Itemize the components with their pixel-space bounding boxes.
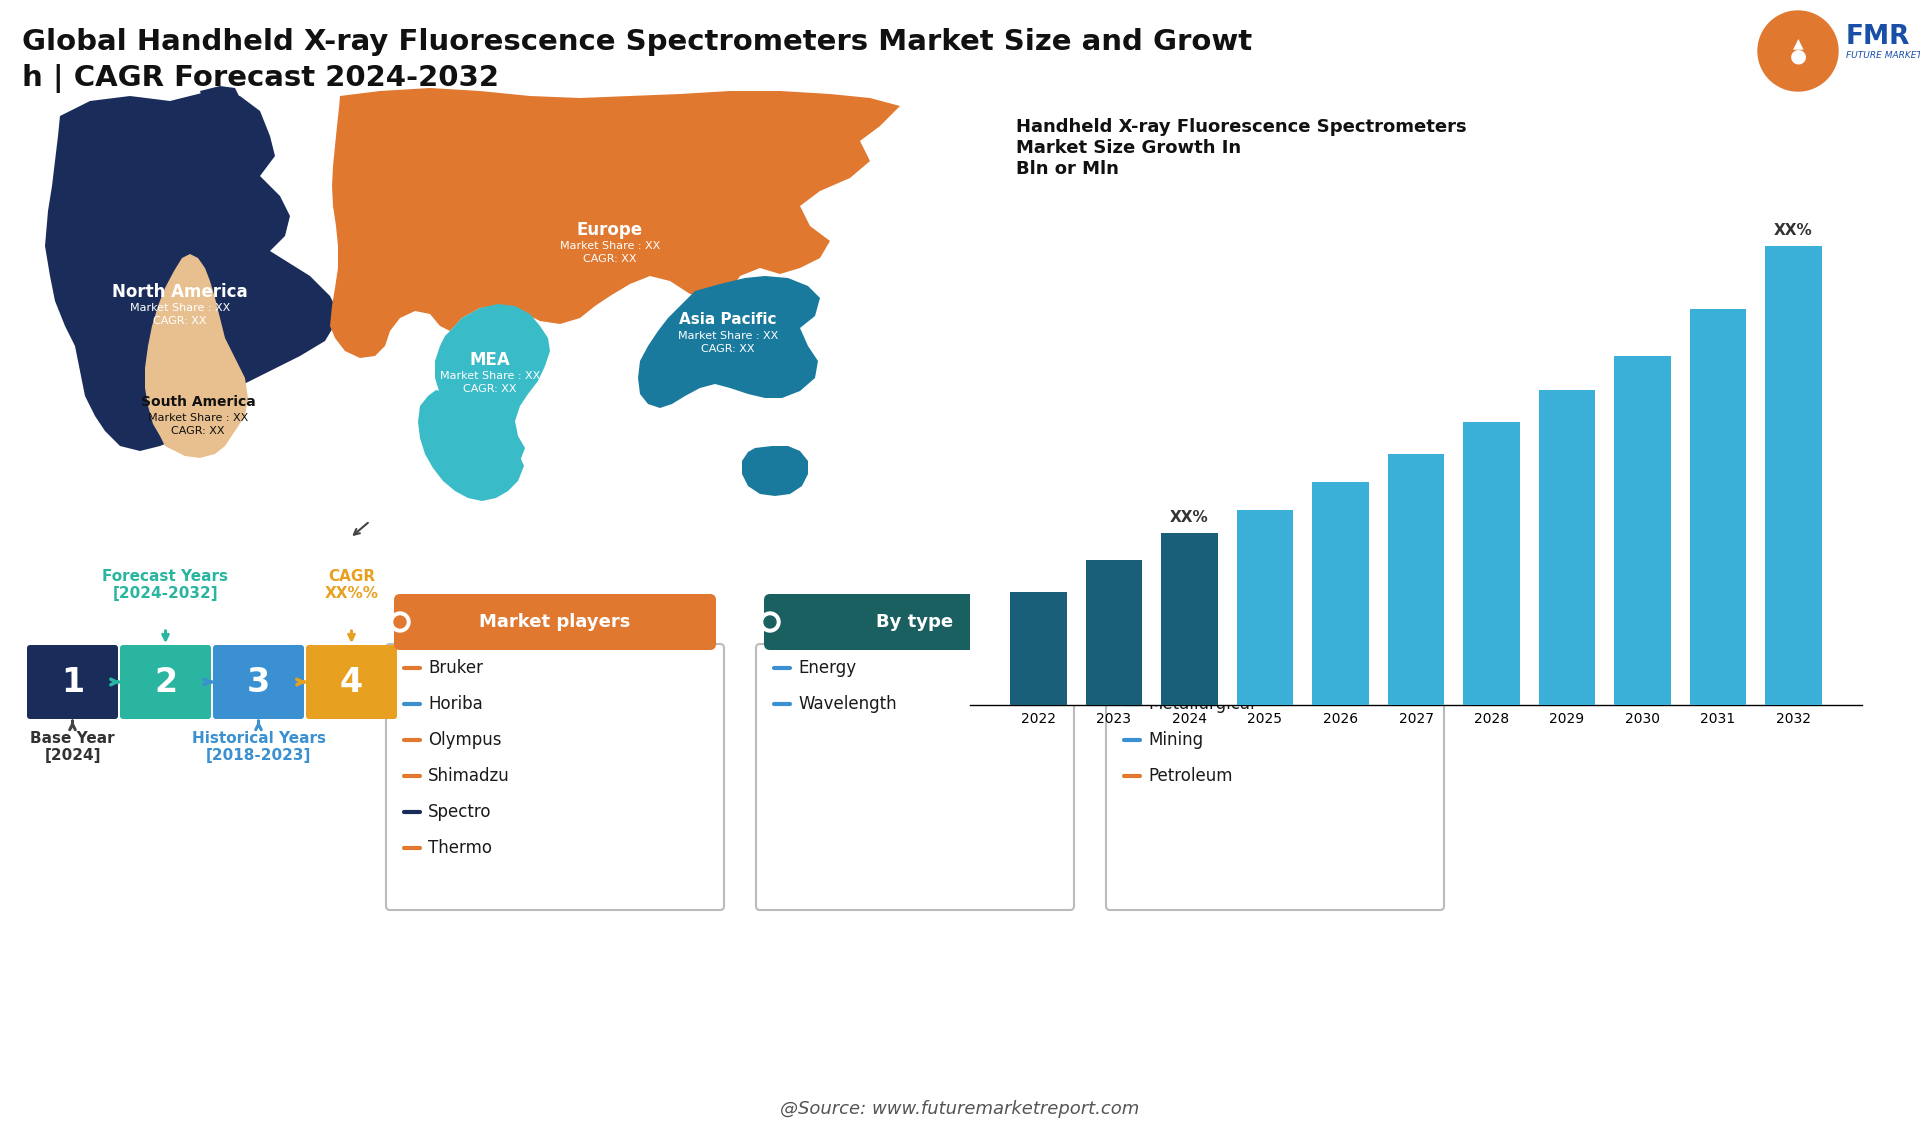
Text: Market Share : XX: Market Share : XX [440,371,540,380]
Polygon shape [330,88,900,358]
Text: FMR: FMR [1845,24,1910,50]
Text: CAGR: XX: CAGR: XX [701,344,755,354]
FancyBboxPatch shape [756,644,1073,910]
Text: Forecast Years
[2024-2032]: Forecast Years [2024-2032] [102,568,228,601]
Circle shape [764,617,776,628]
Text: By application: By application [1204,613,1348,631]
Circle shape [1110,612,1131,631]
FancyBboxPatch shape [119,645,211,719]
Text: Base Year
[2024]: Base Year [2024] [31,731,115,763]
Polygon shape [200,86,240,111]
Text: ▲: ▲ [1793,36,1803,50]
Bar [1463,422,1521,705]
FancyBboxPatch shape [1114,594,1436,650]
Text: Historical Years
[2018-2023]: Historical Years [2018-2023] [192,731,326,763]
Text: Europe: Europe [576,221,643,240]
Bar [1764,246,1822,705]
Circle shape [1759,11,1837,91]
Text: Petroleum: Petroleum [1148,767,1233,785]
Text: Metallurgical: Metallurgical [1148,694,1254,713]
Text: CAGR: XX: CAGR: XX [463,384,516,394]
Text: CAGR: XX: CAGR: XX [171,426,225,435]
Text: 2: 2 [154,666,177,699]
Text: Olympus: Olympus [428,731,501,749]
FancyBboxPatch shape [764,594,1066,650]
Text: Handheld X-ray Fluorescence Spectrometers
Market Size Growth In
Bln or Mln: Handheld X-ray Fluorescence Spectrometer… [1016,118,1467,178]
Text: Shimadzu: Shimadzu [428,767,509,785]
Text: MEA: MEA [470,351,511,369]
Text: North America: North America [111,283,248,301]
Circle shape [394,617,405,628]
Text: XX%: XX% [1774,223,1812,238]
Text: Cement: Cement [1148,659,1213,677]
Text: Wavelength: Wavelength [799,694,897,713]
Text: Market Share : XX: Market Share : XX [678,331,778,342]
Text: FUTURE MARKET REPORT: FUTURE MARKET REPORT [1845,50,1920,60]
Polygon shape [44,91,340,452]
Circle shape [760,612,780,631]
Text: Asia Pacific: Asia Pacific [680,313,778,328]
Bar [1388,454,1444,705]
Text: Market Share : XX: Market Share : XX [131,303,230,313]
Bar [1010,591,1068,705]
Text: Mining: Mining [1148,731,1204,749]
FancyBboxPatch shape [1106,644,1444,910]
Text: CAGR
XX%%: CAGR XX%% [324,568,378,601]
Text: Thermo: Thermo [428,839,492,857]
Polygon shape [146,254,248,458]
Text: Market Share : XX: Market Share : XX [148,413,248,423]
Text: 4: 4 [340,666,363,699]
Bar [1311,481,1369,705]
Circle shape [390,612,411,631]
Polygon shape [419,390,524,501]
Text: h | CAGR Forecast 2024-2032: h | CAGR Forecast 2024-2032 [21,64,499,93]
FancyBboxPatch shape [394,594,716,650]
Text: 1: 1 [61,666,84,699]
Text: CAGR: XX: CAGR: XX [154,316,207,325]
Polygon shape [436,304,549,468]
Text: Global Handheld X-ray Fluorescence Spectrometers Market Size and Growt: Global Handheld X-ray Fluorescence Spect… [21,28,1252,56]
Polygon shape [637,276,820,408]
Text: 3: 3 [248,666,271,699]
Polygon shape [741,446,808,496]
Bar [1615,356,1670,705]
Text: Bruker: Bruker [428,659,484,677]
Bar [1162,533,1217,705]
Text: Market Share : XX: Market Share : XX [561,241,660,251]
Text: Horiba: Horiba [428,694,482,713]
FancyBboxPatch shape [305,645,397,719]
Text: ●: ● [1789,47,1807,65]
FancyBboxPatch shape [213,645,303,719]
FancyBboxPatch shape [386,644,724,910]
Text: South America: South America [140,395,255,409]
Text: Market players: Market players [480,613,630,631]
FancyBboxPatch shape [27,645,117,719]
Text: Energy: Energy [799,659,856,677]
Bar [1690,308,1747,705]
Text: XX%: XX% [1169,510,1210,525]
Bar [1085,560,1142,705]
Bar [1236,510,1294,705]
Text: @Source: www.futuremarketreport.com: @Source: www.futuremarketreport.com [780,1100,1140,1118]
Text: CAGR: XX: CAGR: XX [584,254,637,264]
Circle shape [1114,617,1125,628]
Bar [1538,390,1596,705]
Text: Spectro: Spectro [428,803,492,821]
Text: By type: By type [876,613,954,631]
